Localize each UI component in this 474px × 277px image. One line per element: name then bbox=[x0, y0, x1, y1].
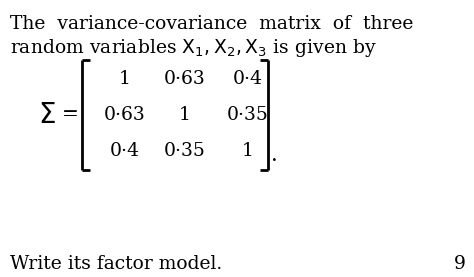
Text: 0·35: 0·35 bbox=[227, 106, 269, 124]
Text: The  variance-covariance  matrix  of  three: The variance-covariance matrix of three bbox=[10, 15, 413, 33]
Text: 9: 9 bbox=[454, 255, 466, 273]
Text: 1: 1 bbox=[179, 106, 191, 124]
Text: 0·35: 0·35 bbox=[164, 142, 206, 160]
Text: 0·63: 0·63 bbox=[104, 106, 146, 124]
Text: random variables $\mathrm{X_1, X_2, X_3}$ is given by: random variables $\mathrm{X_1, X_2, X_3}… bbox=[10, 37, 377, 59]
Text: 0·4: 0·4 bbox=[110, 142, 140, 160]
Text: 1: 1 bbox=[242, 142, 254, 160]
Text: 0·4: 0·4 bbox=[233, 70, 263, 88]
Text: 0·63: 0·63 bbox=[164, 70, 206, 88]
Text: Write its factor model.: Write its factor model. bbox=[10, 255, 222, 273]
Text: .: . bbox=[271, 144, 278, 166]
Text: $\Sigma$: $\Sigma$ bbox=[38, 101, 56, 129]
Text: =: = bbox=[62, 106, 79, 124]
Text: 1: 1 bbox=[119, 70, 131, 88]
